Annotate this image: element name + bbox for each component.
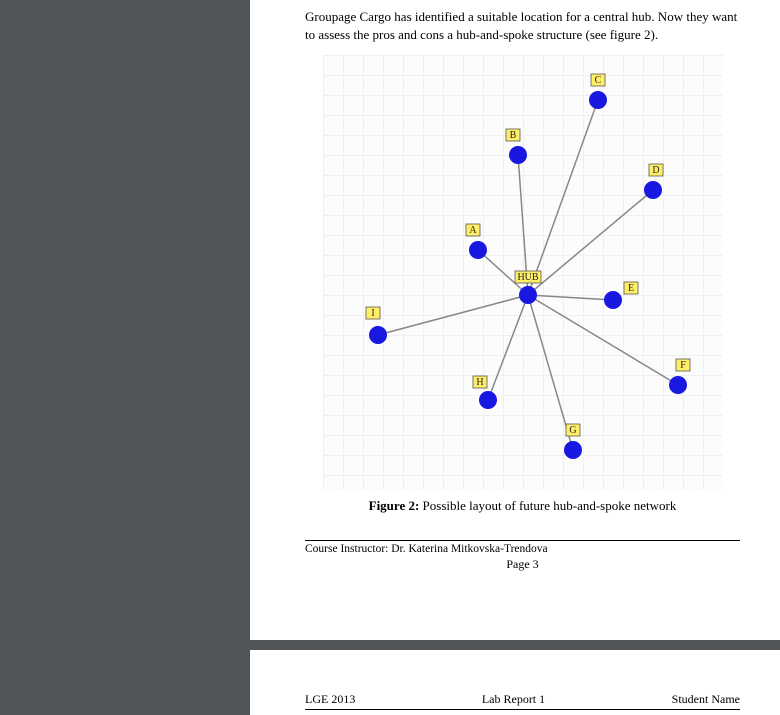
spoke-node [509, 146, 527, 164]
hub-node [519, 286, 537, 304]
spoke-node [469, 241, 487, 259]
figure-caption-text: Possible layout of future hub-and-spoke … [419, 498, 676, 513]
spoke-node [564, 441, 582, 459]
spoke-node [369, 326, 387, 344]
node-label-text: E [627, 283, 633, 294]
intro-paragraph: Groupage Cargo has identified a suitable… [305, 8, 740, 43]
node-label-text: D [652, 165, 659, 176]
node-label-text: HUB [517, 272, 538, 283]
node-label-text: I [371, 308, 374, 319]
figure-2-diagram: A B C D E F G H I HUB [323, 55, 723, 490]
node-label-text: H [476, 377, 483, 388]
hub-spoke-svg: A B C D E F G H I HUB [323, 55, 723, 490]
header-center: Lab Report 1 [482, 692, 545, 707]
spoke-node [644, 181, 662, 199]
node-label-text: C [594, 75, 601, 86]
header-right: Student Name [672, 692, 740, 707]
next-document-page: LGE 2013 Lab Report 1 Student Name [250, 650, 780, 715]
figure-caption: Figure 2: Possible layout of future hub-… [305, 498, 740, 514]
spoke-node [479, 391, 497, 409]
spoke-line [528, 295, 613, 300]
figure-number: Figure 2: [369, 498, 420, 513]
spoke-node [669, 376, 687, 394]
node-label-text: A [469, 225, 477, 236]
document-page: Groupage Cargo has identified a suitable… [250, 0, 780, 640]
spoke-line [378, 295, 528, 335]
spoke-node [604, 291, 622, 309]
spoke-line [488, 295, 528, 400]
page-header-row: LGE 2013 Lab Report 1 Student Name [305, 692, 740, 710]
footer-divider [305, 540, 740, 541]
spoke-node [589, 91, 607, 109]
node-label-text: B [509, 130, 516, 141]
instructor-line: Course Instructor: Dr. Katerina Mitkovsk… [305, 543, 740, 555]
page-number: Page 3 [305, 557, 740, 572]
node-label-text: F [680, 360, 686, 371]
node-label-text: G [569, 425, 576, 436]
header-left: LGE 2013 [305, 692, 355, 707]
